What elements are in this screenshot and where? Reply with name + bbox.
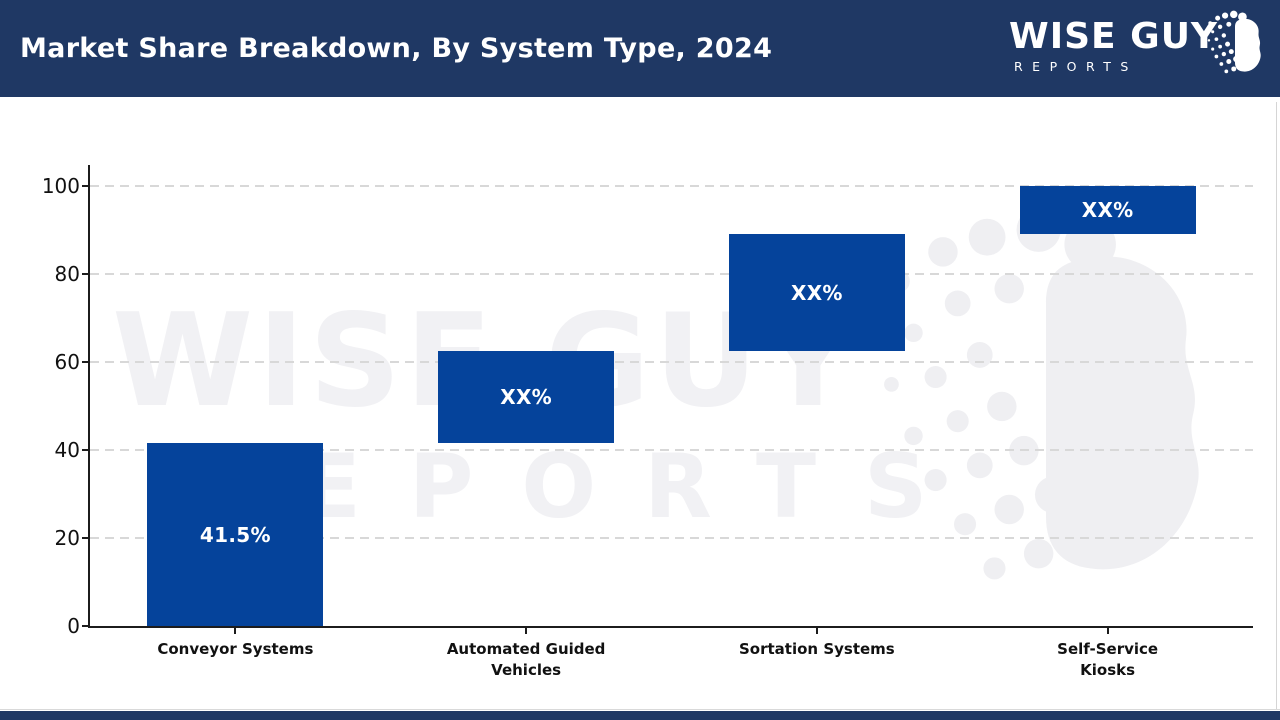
- bar-segment: XX%: [1019, 186, 1196, 235]
- footer-bar: [0, 711, 1280, 720]
- bar-value-label: 41.5%: [199, 522, 271, 547]
- gridline-100: [90, 185, 1253, 187]
- page-title: Market Share Breakdown, By System Type, …: [20, 33, 773, 64]
- y-tick-label: 100: [41, 174, 80, 198]
- brand-logo: WISE GUY REPORTS: [1009, 10, 1266, 82]
- y-tick-mark: [82, 537, 88, 539]
- y-tick-mark: [82, 273, 88, 275]
- brand-logo-text: WISE GUY REPORTS: [1009, 17, 1218, 75]
- y-tick-label: 60: [54, 350, 80, 374]
- plot-area: 0 20 40 60 80 100 41.5% Conveyor Systems XX% Auto…: [42, 165, 1253, 679]
- bar-value-label: XX%: [1081, 198, 1134, 223]
- y-tick-mark: [82, 185, 88, 187]
- gridline-40: [90, 449, 1253, 451]
- head-profile-dots-icon: [1207, 10, 1261, 74]
- bar-segment: 41.5%: [147, 443, 324, 626]
- brand-subname: REPORTS: [1013, 59, 1138, 74]
- y-tick-label: 20: [54, 526, 80, 550]
- x-category-label: Sortation Systems: [739, 640, 895, 658]
- chart-region: WISE GUY REPORTS 0 20 40 60 80 100 41.5% Convey…: [0, 97, 1280, 710]
- plot-right-spine: [1276, 102, 1277, 709]
- y-tick-mark: [82, 625, 88, 627]
- y-tick-mark: [82, 361, 88, 363]
- bar-segment: XX%: [438, 351, 615, 444]
- bar-value-label: XX%: [500, 385, 553, 410]
- header-bar: Market Share Breakdown, By System Type, …: [0, 0, 1280, 97]
- x-tick-mark: [525, 628, 528, 634]
- x-category-label: Self-Service Kiosks: [1057, 640, 1159, 679]
- x-tick-mark: [815, 628, 818, 634]
- x-category-label: Conveyor Systems: [157, 640, 314, 658]
- x-tick-mark: [1106, 628, 1109, 634]
- y-tick-label: 40: [54, 438, 80, 462]
- gridline-60: [90, 361, 1253, 363]
- x-tick-mark: [234, 628, 237, 634]
- brand-name: WISE GUY: [1008, 16, 1218, 57]
- gridline-20: [90, 537, 1253, 539]
- y-tick-label: 0: [67, 614, 80, 638]
- gridline-80: [90, 273, 1253, 275]
- y-tick-mark: [82, 449, 88, 451]
- bar-segment: XX%: [728, 234, 905, 351]
- x-category-label: Automated Guided Vehicles: [446, 640, 606, 679]
- bar-value-label: XX%: [790, 280, 843, 305]
- y-tick-label: 80: [54, 262, 80, 286]
